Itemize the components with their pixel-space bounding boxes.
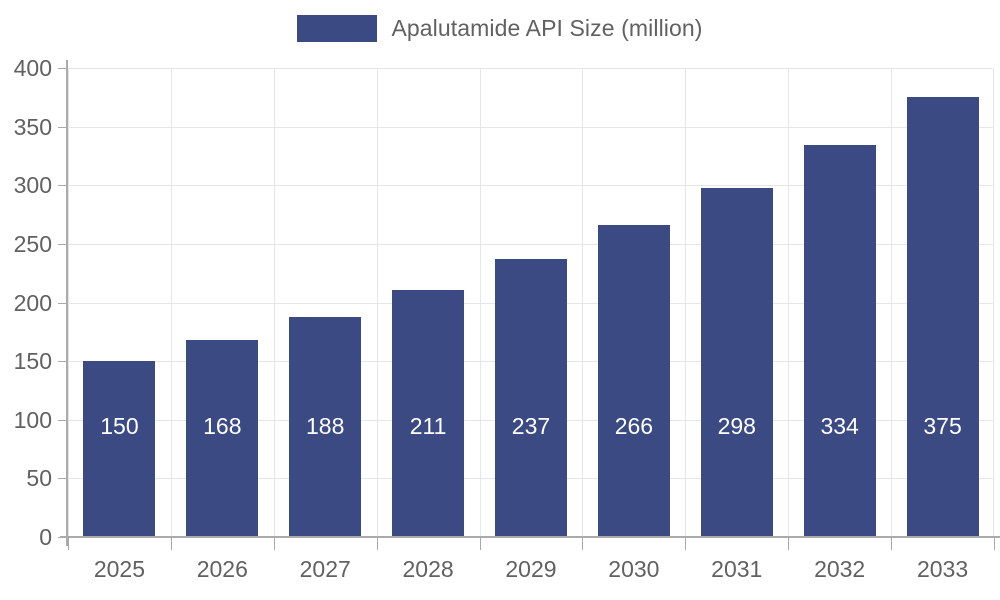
gridline-vertical: [273, 68, 275, 537]
y-axis-tick: [58, 302, 68, 304]
y-axis-tick: [58, 478, 68, 480]
bar[interactable]: [803, 145, 876, 537]
y-axis-tick: [58, 243, 68, 245]
y-axis-tick-label: 100: [13, 406, 52, 433]
y-axis-tick-label: 350: [13, 113, 52, 140]
gridline-vertical: [170, 68, 172, 537]
gridline-vertical: [685, 68, 687, 537]
bar-value-label: 298: [717, 413, 756, 439]
x-axis-tick-label: 2029: [505, 556, 557, 582]
x-axis-tick: [994, 537, 995, 550]
bar-value-label: 211: [409, 413, 447, 439]
gridline-horizontal: [68, 185, 994, 187]
x-axis-tick-label: 2031: [711, 556, 763, 582]
legend-label: Apalutamide API Size (million): [391, 14, 703, 41]
bar[interactable]: [186, 340, 259, 537]
x-axis-tick-label: 2026: [196, 556, 248, 582]
gridline-vertical: [582, 68, 584, 537]
x-axis-tick: [170, 537, 172, 550]
bar-value-label: 150: [100, 413, 139, 439]
bar-value-label: 375: [923, 413, 962, 439]
y-axis-tick: [58, 185, 68, 187]
bar[interactable]: [906, 97, 979, 537]
bar[interactable]: [700, 187, 773, 537]
gridline-vertical: [891, 68, 893, 537]
x-axis-tick: [891, 537, 893, 550]
gridline-vertical: [376, 68, 378, 537]
y-axis-tick: [58, 361, 68, 363]
x-axis-tick-label: 2028: [402, 556, 454, 582]
gridline-horizontal: [68, 68, 994, 69]
bar[interactable]: [289, 316, 362, 537]
bar-value-label: 168: [203, 413, 242, 439]
y-axis-tick: [58, 68, 68, 69]
x-axis-tick-label: 2033: [916, 556, 969, 582]
bar[interactable]: [83, 361, 156, 537]
plot-area: 150 168 188 211 237 266 298 334 375: [68, 68, 994, 538]
gridline-vertical: [68, 68, 69, 537]
gridline-vertical: [479, 68, 481, 537]
y-axis-tick: [58, 126, 68, 128]
legend-swatch-icon: [297, 14, 378, 42]
bar[interactable]: [597, 225, 670, 537]
x-axis-tick: [68, 537, 69, 550]
x-axis-tick-label: 2027: [299, 556, 351, 582]
y-axis-tick-label: 250: [13, 230, 52, 257]
x-axis-tick: [376, 537, 378, 550]
bar-value-label: 334: [820, 413, 859, 439]
y-axis-tick-label: 200: [13, 289, 52, 316]
gridline-horizontal: [68, 243, 994, 245]
gridline-vertical: [993, 68, 994, 537]
y-axis-tick-label: 50: [26, 465, 52, 492]
y-axis-tick-label: 0: [39, 524, 52, 550]
x-axis-tick-label: 2025: [93, 556, 146, 582]
chart-legend: Apalutamide API Size (million): [0, 8, 1000, 48]
bar[interactable]: [495, 259, 567, 537]
x-axis-tick-label: 2030: [608, 556, 660, 582]
y-axis-tick-label: 400: [13, 55, 52, 81]
gridline-horizontal: [68, 126, 994, 128]
x-axis-tick: [479, 537, 481, 550]
y-axis-tick-label: 150: [13, 348, 52, 375]
y-axis-tick-label: 300: [13, 172, 52, 199]
x-axis-tick: [685, 537, 687, 550]
bar-value-label: 237: [511, 413, 551, 439]
y-axis-tick: [58, 419, 68, 421]
y-axis-tick: [58, 537, 68, 538]
bar-value-label: 266: [614, 413, 654, 439]
x-axis-tick: [582, 537, 584, 550]
bar[interactable]: [392, 289, 465, 537]
bar-value-label: 188: [306, 413, 345, 439]
x-axis-tick: [273, 537, 275, 550]
x-axis-tick: [788, 537, 790, 550]
gridline-vertical: [788, 68, 790, 537]
x-axis-tick-label: 2032: [814, 556, 866, 582]
x-axis-line: [60, 536, 1000, 538]
